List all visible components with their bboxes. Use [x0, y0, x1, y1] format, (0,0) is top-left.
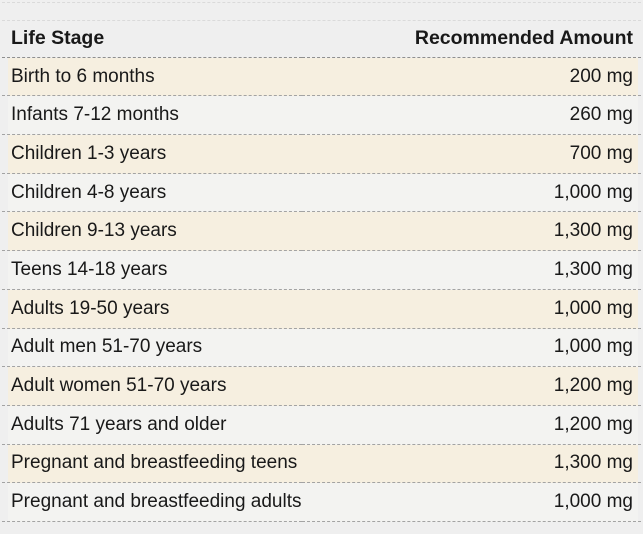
life-stage-cell: Children 4-8 years — [2, 174, 303, 213]
amount-cell: 1,000 mg — [302, 483, 641, 522]
life-stage-cell: Adults 19-50 years — [2, 290, 303, 329]
amount-cell: 260 mg — [302, 96, 641, 136]
table-row: Children 9-13 years 1,300 mg — [2, 212, 641, 252]
table-row: Adult men 51-70 years 1,000 mg — [2, 328, 641, 368]
table-row: Adults 71 years and older 1,200 mg — [2, 405, 641, 445]
life-stage-cell: Pregnant and breastfeeding teens — [2, 445, 303, 484]
life-stage-cell: Teens 14-18 years — [2, 251, 303, 290]
table-body: Birth to 6 months 200 mg Infants 7-12 mo… — [2, 57, 641, 522]
amount-cell: 1,000 mg — [302, 174, 641, 213]
amount-cell: 200 mg — [302, 58, 641, 97]
amount-cell: 1,200 mg — [302, 406, 641, 445]
life-stage-cell: Children 9-13 years — [2, 212, 303, 252]
table-row: Pregnant and breastfeeding teens 1,300 m… — [2, 444, 641, 484]
table-row: Adults 19-50 years 1,000 mg — [2, 289, 641, 329]
life-stage-cell: Birth to 6 months — [2, 58, 303, 97]
amount-cell: 1,000 mg — [302, 329, 641, 368]
amount-cell: 1,000 mg — [302, 290, 641, 329]
life-stage-cell: Children 1-3 years — [2, 135, 303, 174]
table-row: Birth to 6 months 200 mg — [2, 57, 641, 97]
table-row: Infants 7-12 months 260 mg — [2, 96, 641, 136]
life-stage-cell: Adult men 51-70 years — [2, 329, 303, 368]
column-header-recommended-amount: Recommended Amount — [302, 21, 641, 58]
amount-cell: 1,300 mg — [302, 251, 641, 290]
amount-cell: 1,300 mg — [302, 445, 641, 484]
table-row: Adult women 51-70 years 1,200 mg — [2, 367, 641, 406]
life-stage-cell: Infants 7-12 months — [2, 96, 303, 136]
life-stage-cell: Adults 71 years and older — [2, 406, 303, 445]
table-row: Pregnant and breastfeeding adults 1,000 … — [2, 483, 641, 522]
table-header-row: Life Stage Recommended Amount — [2, 21, 641, 58]
top-divider — [2, 2, 641, 21]
amount-cell: 1,200 mg — [302, 367, 641, 406]
amount-cell: 700 mg — [302, 135, 641, 174]
column-header-life-stage: Life Stage — [2, 21, 303, 58]
life-stage-cell: Pregnant and breastfeeding adults — [2, 483, 303, 522]
table-row: Children 1-3 years 700 mg — [2, 135, 641, 174]
recommended-amounts-table: Life Stage Recommended Amount Birth to 6… — [2, 2, 641, 522]
table-row: Teens 14-18 years 1,300 mg — [2, 251, 641, 290]
table-row: Children 4-8 years 1,000 mg — [2, 173, 641, 213]
life-stage-cell: Adult women 51-70 years — [2, 367, 303, 406]
amount-cell: 1,300 mg — [302, 212, 641, 252]
